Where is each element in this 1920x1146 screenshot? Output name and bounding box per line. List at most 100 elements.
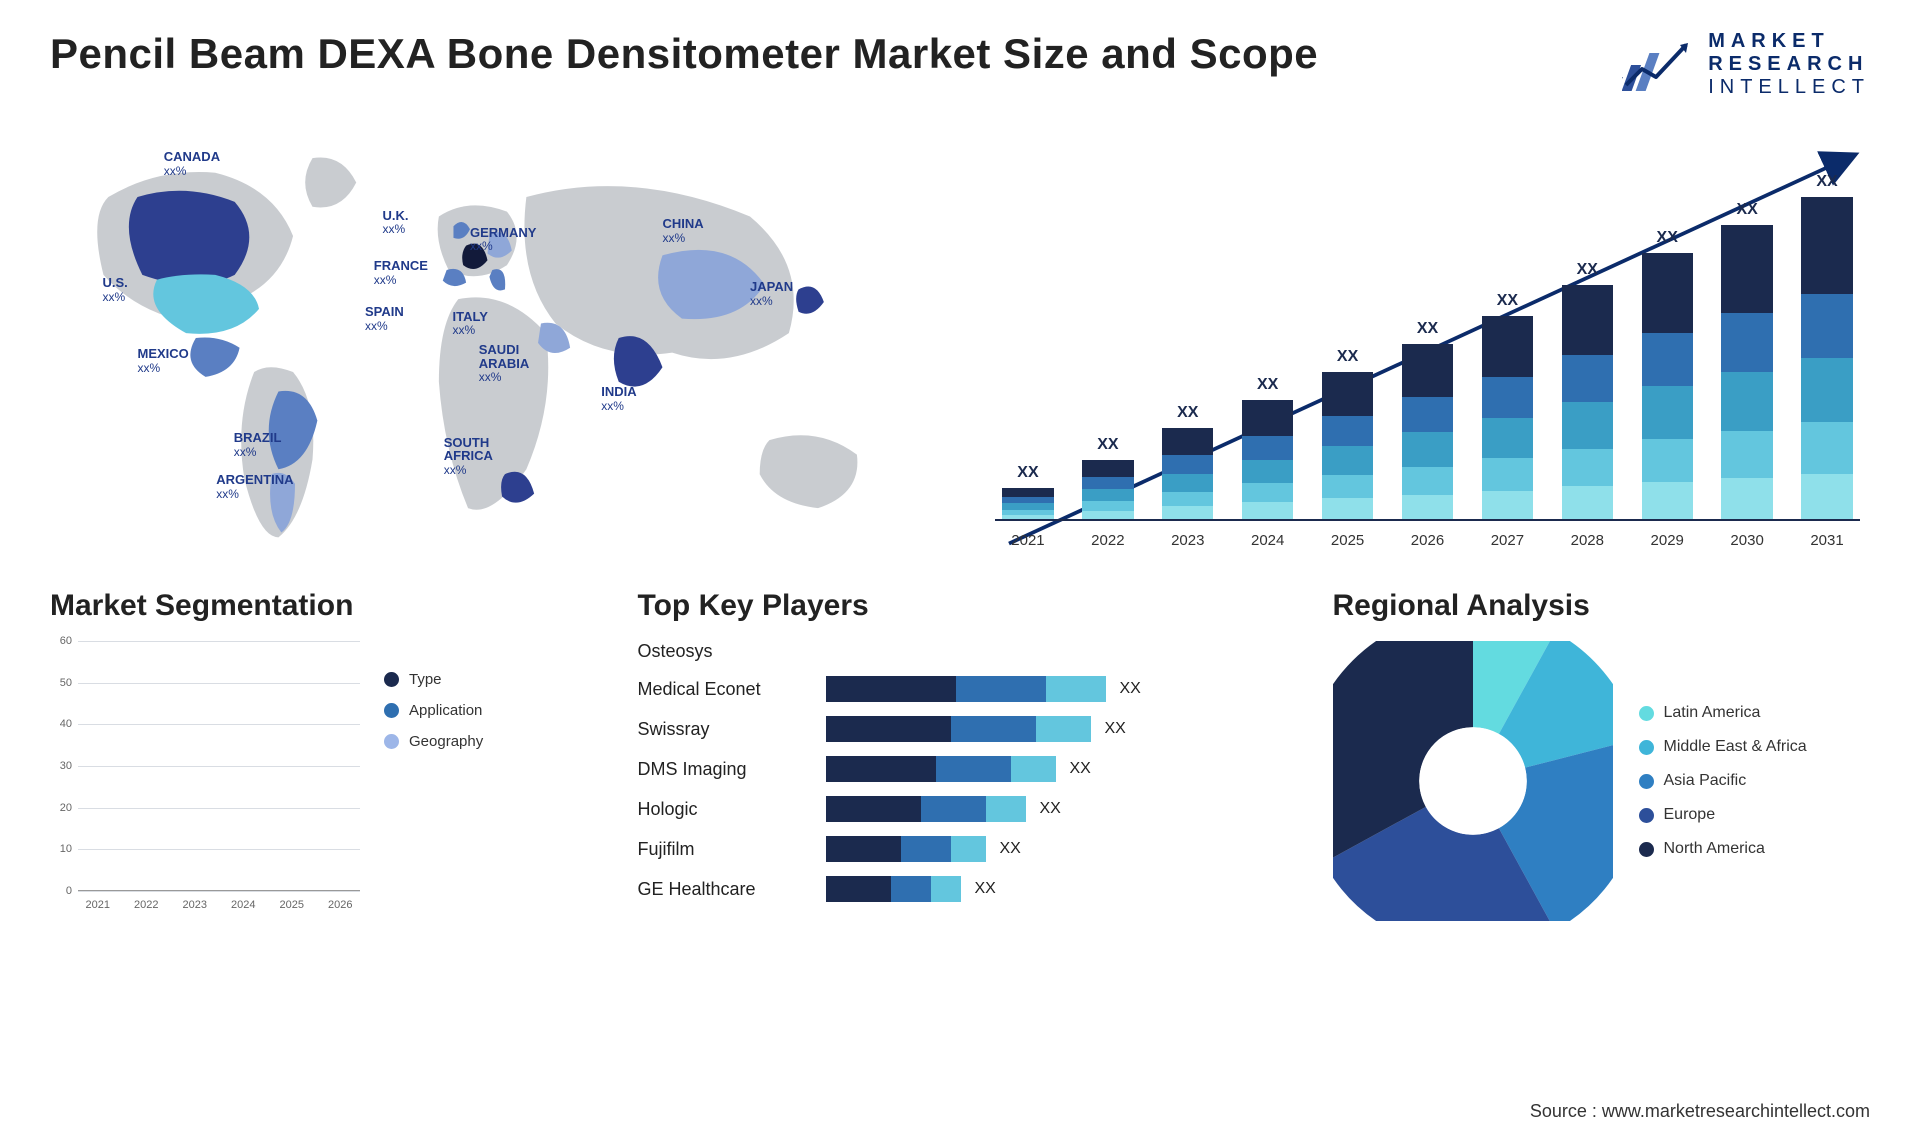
regional-title: Regional Analysis xyxy=(1333,589,1871,623)
key-player-name: Osteosys xyxy=(638,641,808,662)
forecast-year: 2021 xyxy=(995,532,1061,549)
key-players-title: Top Key Players xyxy=(638,589,1283,623)
forecast-bar: XX xyxy=(1554,169,1620,519)
key-player-name: DMS Imaging xyxy=(638,759,808,780)
legend-label: Type xyxy=(409,671,442,688)
map-label-japan: JAPANxx% xyxy=(750,280,793,307)
map-label-india: INDIAxx% xyxy=(601,385,636,412)
legend-item: North America xyxy=(1639,840,1807,858)
legend-swatch-icon xyxy=(1639,706,1654,721)
map-label-mexico: MEXICOxx% xyxy=(138,347,189,374)
source-footer: Source : www.marketresearchintellect.com xyxy=(1530,1101,1870,1122)
legend-item: Latin America xyxy=(1639,704,1807,722)
legend-item: Asia Pacific xyxy=(1639,772,1807,790)
map-label-germany: GERMANYxx% xyxy=(470,226,536,253)
legend-item: Type xyxy=(384,671,483,688)
legend-item: Middle East & Africa xyxy=(1639,738,1807,756)
segmentation-chart: 0102030405060 202120222023202420252026 xyxy=(50,641,360,911)
segmentation-year: 2026 xyxy=(321,899,361,911)
legend-item: Europe xyxy=(1639,806,1807,824)
legend-label: Middle East & Africa xyxy=(1664,738,1807,756)
logo-line3: INTELLECT xyxy=(1708,76,1870,99)
map-label-italy: ITALYxx% xyxy=(453,310,488,337)
world-map: CANADAxx%U.S.xx%MEXICOxx%BRAZILxx%ARGENT… xyxy=(50,129,925,549)
forecast-year: 2030 xyxy=(1714,532,1780,549)
forecast-year: 2027 xyxy=(1474,532,1540,549)
legend-label: Application xyxy=(409,702,482,719)
forecast-bar: XX xyxy=(1714,169,1780,519)
forecast-bar: XX xyxy=(1155,169,1221,519)
top-row: CANADAxx%U.S.xx%MEXICOxx%BRAZILxx%ARGENT… xyxy=(50,129,1870,549)
forecast-bar: XX xyxy=(1395,169,1461,519)
bottom-row: Market Segmentation 0102030405060 202120… xyxy=(50,589,1870,921)
key-player-bar: XX xyxy=(826,796,1283,822)
forecast-year: 2024 xyxy=(1235,532,1301,549)
legend-swatch-icon xyxy=(384,703,399,718)
forecast-bar: XX xyxy=(1075,169,1141,519)
key-player-name: GE Healthcare xyxy=(638,879,808,900)
header: Pencil Beam DEXA Bone Densitometer Marke… xyxy=(50,30,1870,99)
forecast-year: 2026 xyxy=(1395,532,1461,549)
legend-item: Application xyxy=(384,702,483,719)
logo-line2: RESEARCH xyxy=(1708,53,1870,76)
map-label-spain: SPAINxx% xyxy=(365,305,404,332)
regional-panel: Regional Analysis Latin America Middle Ea… xyxy=(1333,589,1871,921)
legend-swatch-icon xyxy=(384,672,399,687)
forecast-year: 2029 xyxy=(1634,532,1700,549)
map-label-china: CHINAxx% xyxy=(663,217,704,244)
key-player-bar: XX xyxy=(826,716,1283,742)
legend-label: North America xyxy=(1664,840,1765,858)
legend-swatch-icon xyxy=(1639,808,1654,823)
key-player-name: Swissray xyxy=(638,719,808,740)
legend-item: Geography xyxy=(384,733,483,750)
map-label-argentina: ARGENTINAxx% xyxy=(216,473,293,500)
map-label-uk: U.K.xx% xyxy=(383,209,409,236)
map-label-france: FRANCExx% xyxy=(374,259,428,286)
regional-legend: Latin America Middle East & Africa Asia Pa… xyxy=(1639,704,1807,858)
legend-swatch-icon xyxy=(1639,774,1654,789)
forecast-year: 2025 xyxy=(1315,532,1381,549)
key-player-name: Hologic xyxy=(638,799,808,820)
segmentation-legend: Type Application Geography xyxy=(384,671,483,911)
key-player-name: Fujifilm xyxy=(638,839,808,860)
key-player-bar: XX xyxy=(826,676,1283,702)
legend-label: Geography xyxy=(409,733,483,750)
map-label-brazil: BRAZILxx% xyxy=(234,431,282,458)
segmentation-year: 2023 xyxy=(175,899,215,911)
key-player-value: XX xyxy=(1000,840,1021,858)
key-player-bar: XX xyxy=(826,836,1283,862)
legend-label: Asia Pacific xyxy=(1664,772,1747,790)
key-player-value: XX xyxy=(1105,720,1126,738)
forecast-year: 2023 xyxy=(1155,532,1221,549)
forecast-bar: XX xyxy=(1235,169,1301,519)
key-player-name: Medical Econet xyxy=(638,679,808,700)
segmentation-year: 2025 xyxy=(272,899,312,911)
regional-donut xyxy=(1333,641,1613,921)
forecast-bar: XX xyxy=(1634,169,1700,519)
map-label-saudi: SAUDIARABIAxx% xyxy=(479,343,530,384)
segmentation-year: 2022 xyxy=(127,899,167,911)
legend-swatch-icon xyxy=(384,734,399,749)
key-players-panel: Top Key Players Osteosys Medical Econet XX… xyxy=(638,589,1283,921)
forecast-bar: XX xyxy=(1794,169,1860,519)
forecast-bar: XX xyxy=(995,169,1061,519)
key-players-chart: Osteosys Medical Econet XX Swissray XX DMS Im… xyxy=(638,641,1283,902)
key-player-value: XX xyxy=(1040,800,1061,818)
logo-line1: MARKET xyxy=(1708,30,1870,53)
world-map-svg xyxy=(50,129,925,547)
logo-text: MARKET RESEARCH INTELLECT xyxy=(1708,30,1870,99)
legend-label: Europe xyxy=(1664,806,1716,824)
forecast-bar: XX xyxy=(1474,169,1540,519)
page-title: Pencil Beam DEXA Bone Densitometer Marke… xyxy=(50,30,1318,78)
forecast-year: 2022 xyxy=(1075,532,1141,549)
segmentation-title: Market Segmentation xyxy=(50,589,588,623)
segmentation-year: 2024 xyxy=(224,899,264,911)
map-label-safrica: SOUTHAFRICAxx% xyxy=(444,436,493,477)
segmentation-panel: Market Segmentation 0102030405060 202120… xyxy=(50,589,588,921)
legend-swatch-icon xyxy=(1639,842,1654,857)
segmentation-year: 2021 xyxy=(78,899,118,911)
legend-label: Latin America xyxy=(1664,704,1761,722)
forecast-chart: XXXXXXXXXXXXXXXXXXXXXX 20212022202320242… xyxy=(995,129,1870,549)
key-player-value: XX xyxy=(1070,760,1091,778)
map-label-canada: CANADAxx% xyxy=(164,150,220,177)
